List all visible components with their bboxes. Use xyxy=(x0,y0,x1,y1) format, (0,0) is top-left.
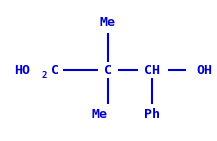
Text: 2: 2 xyxy=(42,70,47,80)
Text: CH: CH xyxy=(144,63,160,77)
Text: C: C xyxy=(104,63,112,77)
Text: Me: Me xyxy=(100,16,116,28)
Text: Me: Me xyxy=(92,109,108,122)
Text: Ph: Ph xyxy=(144,109,160,122)
Text: OH: OH xyxy=(196,63,212,77)
Text: HO: HO xyxy=(14,63,30,77)
Text: C: C xyxy=(51,63,59,77)
